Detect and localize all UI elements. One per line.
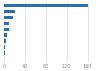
Bar — [4, 4, 88, 7]
Bar — [4, 28, 9, 31]
Bar — [4, 16, 13, 19]
Bar — [4, 45, 5, 49]
Bar — [4, 10, 16, 13]
Bar — [4, 22, 9, 25]
Bar — [4, 34, 7, 37]
Bar — [4, 39, 6, 43]
